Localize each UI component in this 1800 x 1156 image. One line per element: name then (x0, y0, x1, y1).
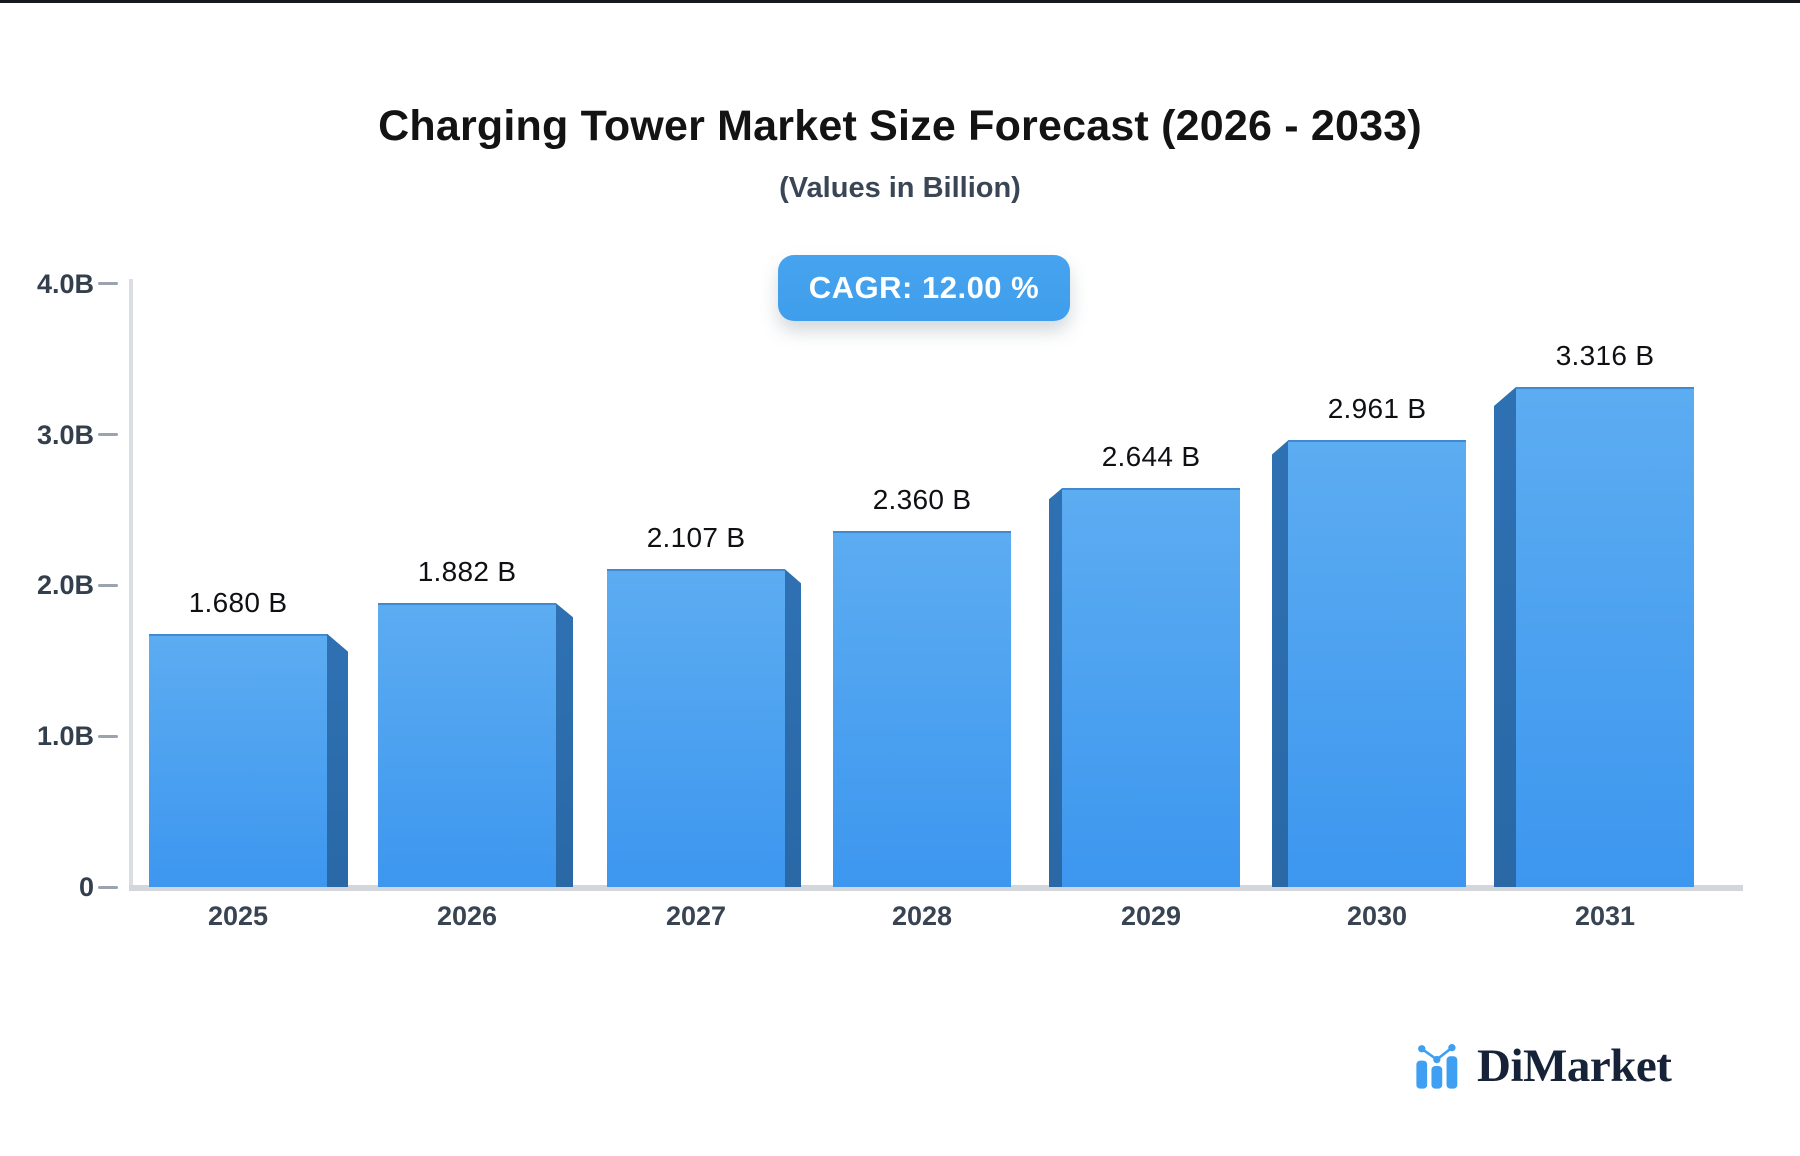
chart-subtitle: (Values in Billion) (779, 172, 1021, 204)
x-axis-label: 2030 (1346, 901, 1408, 931)
bar-value-label: 2.644 B (1101, 441, 1201, 473)
x-axis-label: 2025 (207, 901, 269, 931)
y-axis-tick (98, 734, 118, 738)
y-axis-tick (98, 433, 118, 437)
bar-side-3d (785, 569, 801, 887)
x-axis-label: 2027 (665, 901, 727, 931)
bar-side-3d (1494, 386, 1516, 887)
y-axis-tick (98, 282, 118, 286)
y-axis-tick-label: 0 (78, 872, 94, 902)
bar-value-label: 3.316 B (1555, 339, 1655, 371)
bar (833, 531, 1011, 887)
bar-value-label: 1.882 B (417, 556, 517, 588)
bar-side-3d (1272, 440, 1288, 887)
cagr-badge: CAGR: 12.00 % (778, 255, 1070, 321)
x-axis-label: 2026 (436, 901, 498, 931)
x-axis-label: 2028 (891, 901, 953, 931)
x-axis-label: 2029 (1120, 901, 1182, 931)
dimarket-logo-icon (1416, 1044, 1458, 1089)
bar-side-3d (556, 603, 573, 887)
y-axis-tick-label: 1.0B (36, 721, 94, 752)
bar-value-label: 2.961 B (1327, 393, 1427, 425)
y-axis-line (129, 279, 133, 891)
bar (378, 603, 556, 887)
bar (1516, 386, 1694, 887)
bar-side-3d (1049, 488, 1062, 887)
x-axis-line (129, 885, 1743, 891)
y-axis-tick-label: 3.0B (36, 419, 94, 450)
brand-logo: DiMarket (1414, 1036, 1672, 1096)
bar-value-label: 2.107 B (646, 522, 746, 554)
chart-title: Charging Tower Market Size Forecast (202… (378, 102, 1422, 150)
bar-value-label: 1.680 B (188, 586, 288, 618)
bar-side-3d (327, 633, 348, 887)
brand-name: DiMarket (1477, 1040, 1672, 1092)
bar (149, 633, 327, 887)
y-axis-tick (98, 583, 118, 587)
bar (1288, 440, 1466, 887)
bar (607, 569, 785, 887)
y-axis-tick-label: 4.0B (36, 268, 94, 299)
bar (1062, 488, 1240, 887)
x-axis-label: 2031 (1574, 901, 1636, 931)
top-border (0, 0, 1800, 3)
bar-value-label: 2.360 B (872, 484, 972, 516)
y-axis-tick (98, 885, 118, 889)
y-axis-tick-label: 2.0B (36, 570, 94, 601)
